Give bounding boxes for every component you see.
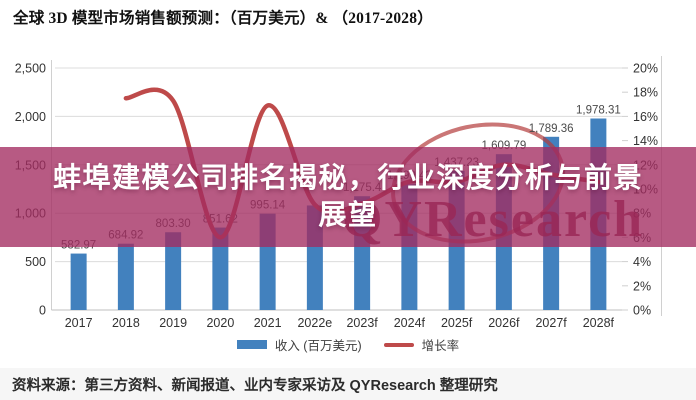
revenue-bar-2018 bbox=[117, 243, 134, 310]
x-tick-2025f: 2025f bbox=[441, 316, 473, 330]
y-right-tick: 18% bbox=[633, 86, 658, 100]
growth-line-swatch-icon bbox=[383, 342, 414, 347]
chart-legend: 收入 (百万美元) 增长率 bbox=[0, 335, 696, 354]
x-tick-2017: 2017 bbox=[65, 316, 93, 330]
source-note: 资料来源：第三方资料、新闻报道、业内专家采访及 QYResearch 整理研究 bbox=[0, 368, 696, 400]
revenue-bar-2017 bbox=[70, 253, 87, 310]
bar-label-2027f: 1,789.36 bbox=[529, 123, 574, 135]
x-tick-2019: 2019 bbox=[159, 316, 187, 330]
y-right-tick: 16% bbox=[633, 110, 658, 124]
x-tick-2026f: 2026f bbox=[488, 316, 520, 330]
overlay-banner: 蚌埠建模公司排名揭秘，行业深度分析与前景 展望 bbox=[0, 147, 696, 247]
x-tick-2021: 2021 bbox=[254, 316, 282, 330]
y-left-tick: 0 bbox=[39, 304, 46, 318]
legend-label-growth: 增长率 bbox=[421, 339, 460, 353]
revenue-bar-2020 bbox=[212, 227, 229, 310]
x-tick-2018: 2018 bbox=[112, 316, 140, 330]
revenue-bar-swatch-icon bbox=[236, 340, 267, 349]
legend-label-revenue: 收入 (百万美元) bbox=[274, 339, 362, 353]
y-left-tick: 2,500 bbox=[15, 62, 46, 76]
y-right-tick: 14% bbox=[633, 134, 658, 148]
x-tick-2024f: 2024f bbox=[394, 316, 426, 330]
y-right-tick: 0% bbox=[633, 304, 651, 318]
x-tick-2027f: 2027f bbox=[535, 316, 567, 330]
banner-text-line2: 展望 bbox=[318, 199, 378, 230]
x-tick-2023f: 2023f bbox=[346, 316, 378, 330]
x-tick-2020: 2020 bbox=[206, 316, 234, 330]
banner-text-line1: 蚌埠建模公司排名揭秘，行业深度分析与前景 bbox=[52, 162, 643, 194]
x-axis-labels: 2017 2018 2019 2020 2021 2022e 2023f 2024f 2025f… bbox=[65, 316, 615, 330]
y-right-tick: 4% bbox=[633, 255, 651, 269]
x-tick-2022e: 2022e bbox=[297, 316, 332, 330]
legend-item-growth: 增长率 bbox=[383, 335, 460, 354]
legend-item-revenue: 收入 (百万美元) bbox=[236, 335, 362, 354]
y-right-tick: 2% bbox=[633, 279, 651, 293]
y-left-tick: 500 bbox=[25, 255, 46, 269]
bar-label-2028f: 1,978.31 bbox=[576, 104, 621, 116]
y-left-tick: 2,000 bbox=[15, 110, 46, 124]
revenue-bar-2019 bbox=[165, 232, 182, 310]
chart-title: 全球 3D 模型市场销售额预测：（百万美元）& （2017-2028） bbox=[13, 10, 433, 27]
x-tick-2028f: 2028f bbox=[583, 316, 615, 330]
y-right-tick: 20% bbox=[633, 62, 658, 76]
